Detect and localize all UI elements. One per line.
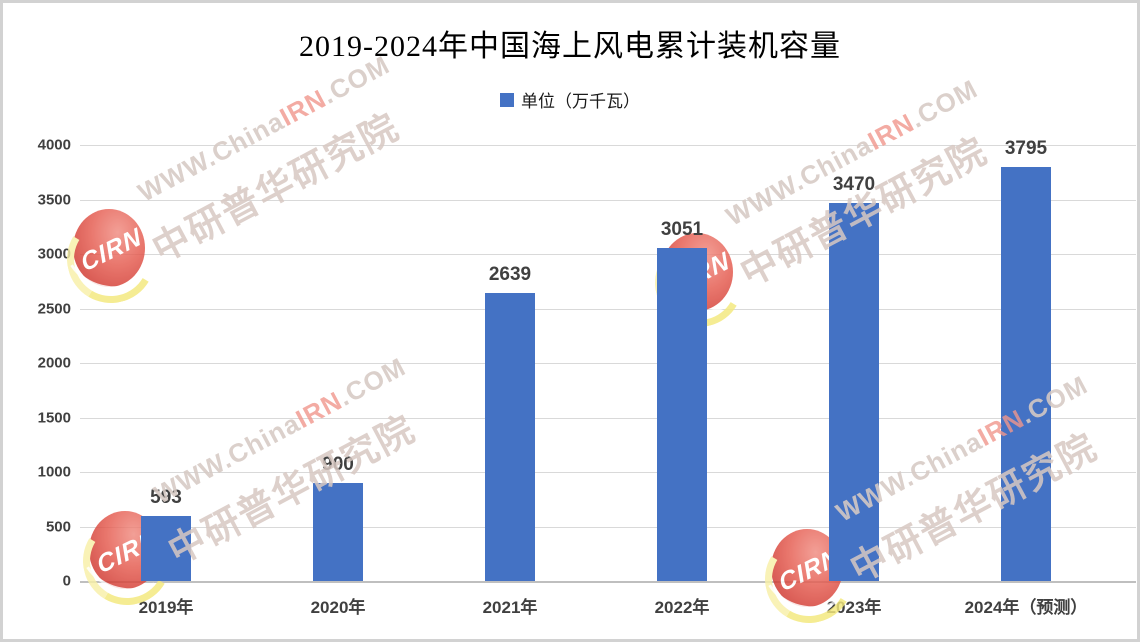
chart-title: 2019-2024年中国海上风电累计装机容量 <box>299 30 841 63</box>
x-axis-labels: 2019年 2020年 2021年 2022年 2023年 2024年（预测） <box>80 593 1112 618</box>
gridline <box>80 363 1136 364</box>
bar <box>141 516 191 581</box>
x-tick-label: 2023年 <box>826 598 882 617</box>
bar <box>1001 167 1051 581</box>
y-tick-label: 4000 <box>37 136 71 154</box>
legend: 单位（万千瓦） <box>3 87 1137 112</box>
y-tick-label: 3000 <box>37 245 71 263</box>
bar-column: 3795 <box>940 138 1112 581</box>
bar-value-label: 3470 <box>832 173 876 195</box>
gridline <box>80 581 1136 583</box>
y-tick-label: 2500 <box>37 300 71 317</box>
gridline <box>80 145 1136 146</box>
bar-column: 593 <box>80 145 252 581</box>
bar <box>313 482 363 581</box>
legend-label: 单位（万千瓦） <box>521 92 640 111</box>
y-tick-label: 2000 <box>37 354 71 372</box>
gridline <box>80 526 1136 528</box>
bar-value-label: 3795 <box>1004 138 1048 160</box>
gridline <box>80 472 1136 473</box>
x-tick-label: 2024年（预测） <box>964 598 1088 617</box>
x-tick-label: 2021年 <box>482 598 538 617</box>
legend-swatch-icon <box>500 92 514 107</box>
y-axis-labels: 0 500 1000 1500 2000 2500 3000 3500 4000 <box>3 137 71 590</box>
bar-value-label: 3051 <box>660 219 704 241</box>
plot-area: 593 900 2639 3051 3470 3795 <box>80 138 1136 583</box>
y-tick-label: 500 <box>45 518 71 535</box>
y-tick-label: 1000 <box>37 463 71 481</box>
bar-column: 900 <box>252 145 424 581</box>
bar <box>829 202 879 581</box>
x-tick-label: 2022年 <box>654 598 710 617</box>
bar <box>657 248 707 581</box>
x-tick-label: 2020年 <box>310 598 366 617</box>
y-tick-label: 3500 <box>37 191 71 208</box>
gridline <box>80 308 1136 310</box>
gridline <box>80 254 1136 255</box>
bars: 593 900 2639 3051 3470 3795 <box>80 138 1112 581</box>
gridline <box>80 417 1136 419</box>
bar-column: 3470 <box>768 145 940 581</box>
y-tick-label: 0 <box>62 572 71 590</box>
bar-value-label: 900 <box>322 453 354 475</box>
bar <box>485 293 535 581</box>
bar-column: 2639 <box>424 145 596 581</box>
bar-value-label: 593 <box>150 487 182 509</box>
bar-column: 3051 <box>596 145 768 581</box>
y-tick-label: 1500 <box>37 409 71 426</box>
gridline <box>80 199 1136 201</box>
bar-value-label: 2639 <box>488 264 532 286</box>
x-tick-label: 2019年 <box>138 598 194 617</box>
